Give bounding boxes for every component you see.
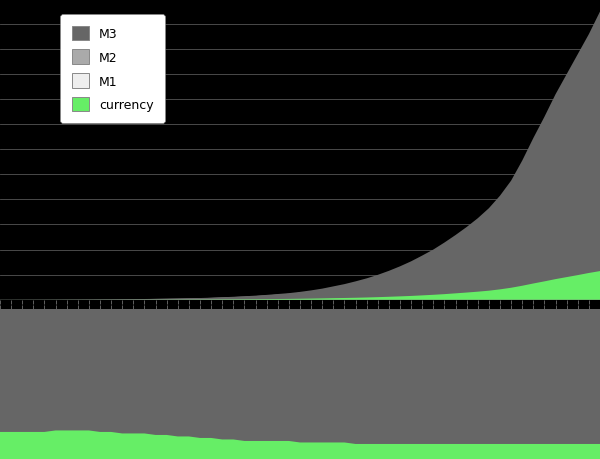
Legend: M3, M2, M1, currency: M3, M2, M1, currency bbox=[60, 15, 165, 123]
